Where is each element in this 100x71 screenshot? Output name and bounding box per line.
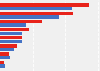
- Bar: [0, 40, 22, 43]
- Bar: [0, 3, 89, 7]
- Bar: [0, 61, 4, 64]
- Bar: [0, 28, 29, 31]
- Bar: [0, 32, 22, 35]
- Bar: [0, 15, 59, 19]
- Bar: [0, 12, 73, 15]
- Bar: [0, 64, 5, 68]
- Bar: [0, 20, 42, 23]
- Bar: [0, 56, 10, 59]
- Bar: [0, 7, 72, 10]
- Bar: [0, 44, 17, 48]
- Bar: [0, 23, 26, 27]
- Bar: [0, 52, 9, 56]
- Bar: [0, 36, 22, 39]
- Bar: [0, 48, 14, 51]
